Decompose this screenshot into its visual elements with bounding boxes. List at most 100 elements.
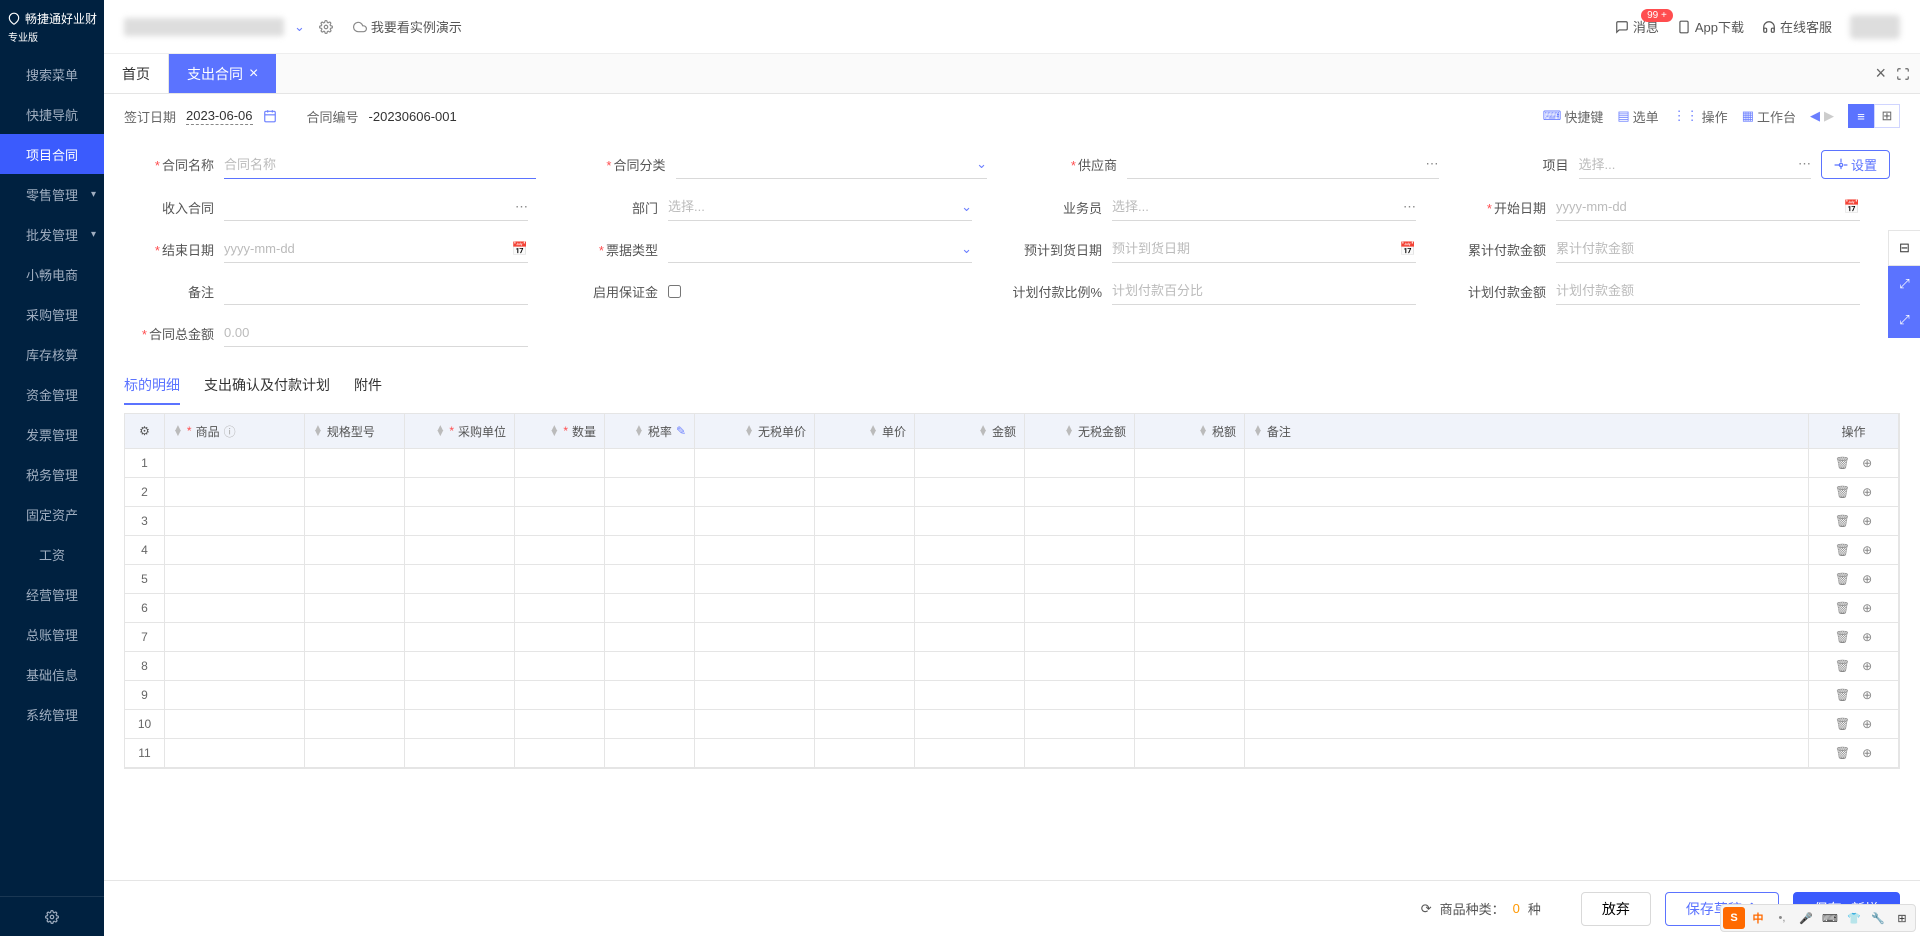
ime-mic[interactable]: 🎤 (1795, 907, 1817, 929)
copy-icon[interactable]: ⊕ (1862, 746, 1872, 760)
tab-contract[interactable]: 支出合同 × (169, 54, 276, 93)
ime-punct[interactable]: •, (1771, 907, 1793, 929)
table-row[interactable]: 9🗑⊕ (125, 681, 1899, 710)
sidebar-item-1[interactable]: 快捷导航 (0, 94, 104, 134)
table-row[interactable]: 1🗑⊕ (125, 449, 1899, 478)
sidebar-item-13[interactable]: 经营管理 (0, 574, 104, 614)
supplier-input[interactable] (1127, 157, 1439, 172)
sidebar-item-2[interactable]: 项目合同 (0, 134, 104, 174)
sidebar-item-4[interactable]: 批发管理▾ (0, 214, 104, 254)
app-download-button[interactable]: App下载 (1677, 17, 1744, 36)
view-grid-button[interactable]: ⊞ (1874, 104, 1900, 128)
demo-link[interactable]: 我要看实例演示 (353, 17, 462, 36)
table-row[interactable]: 4🗑⊕ (125, 536, 1899, 565)
delete-icon[interactable]: 🗑 (1835, 630, 1850, 644)
end-date-input[interactable] (224, 241, 528, 256)
copy-icon[interactable]: ⊕ (1862, 485, 1872, 499)
start-date-input[interactable] (1556, 199, 1860, 214)
table-row[interactable]: 11🗑⊕ (125, 739, 1899, 768)
income-contract-input[interactable] (224, 199, 528, 214)
sidebar-item-3[interactable]: 零售管理▾ (0, 174, 104, 214)
org-selector[interactable]: ⌄ (124, 18, 305, 36)
sidebar-item-9[interactable]: 发票管理 (0, 414, 104, 454)
plan-pay-pct-input[interactable] (1112, 283, 1416, 298)
calendar-icon[interactable]: 📅 (512, 241, 528, 257)
table-row[interactable]: 6🗑⊕ (125, 594, 1899, 623)
ime-tool[interactable]: 🔧 (1867, 907, 1889, 929)
delete-icon[interactable]: 🗑 (1835, 659, 1850, 673)
sidebar-item-12[interactable]: 工资 (0, 534, 104, 574)
copy-icon[interactable]: ⊕ (1862, 717, 1872, 731)
copy-icon[interactable]: ⊕ (1862, 601, 1872, 615)
table-row[interactable]: 5🗑⊕ (125, 565, 1899, 594)
calendar-icon[interactable]: 📅 (1844, 199, 1860, 215)
messages-button[interactable]: 消息 99 + (1615, 17, 1659, 36)
delete-icon[interactable]: 🗑 (1835, 688, 1850, 702)
chevron-down-icon[interactable]: ⌄ (976, 156, 987, 172)
table-row[interactable]: 10🗑⊕ (125, 710, 1899, 739)
expect-arrival-input[interactable] (1112, 241, 1416, 256)
table-row[interactable]: 3🗑⊕ (125, 507, 1899, 536)
refresh-icon[interactable]: ⟳ (1421, 901, 1432, 917)
sidebar-item-7[interactable]: 库存核算 (0, 334, 104, 374)
sidebar-item-5[interactable]: 小畅电商 (0, 254, 104, 294)
close-all-icon[interactable]: × (1875, 63, 1886, 84)
ime-logo[interactable]: S (1723, 907, 1745, 929)
dept-input[interactable] (668, 199, 972, 214)
delete-icon[interactable]: 🗑 (1835, 514, 1850, 528)
next-button[interactable]: ▶ (1824, 108, 1834, 124)
table-row[interactable]: 8🗑⊕ (125, 652, 1899, 681)
chevron-down-icon[interactable]: ⌄ (961, 199, 972, 215)
discard-button[interactable]: 放弃 (1581, 892, 1651, 926)
plan-pay-amt-input[interactable] (1556, 283, 1860, 298)
gear-icon[interactable] (319, 20, 333, 34)
sidebar-item-6[interactable]: 采购管理 (0, 294, 104, 334)
ime-skin[interactable]: 👕 (1843, 907, 1865, 929)
view-list-button[interactable]: ≡ (1848, 104, 1874, 128)
user-avatar[interactable] (1850, 15, 1900, 39)
copy-icon[interactable]: ⊕ (1862, 514, 1872, 528)
more-icon[interactable]: ⋯ (1403, 199, 1416, 215)
prev-button[interactable]: ◀ (1810, 108, 1820, 124)
chevron-down-icon[interactable]: ⌄ (961, 241, 972, 257)
ime-grid[interactable]: ⊞ (1891, 907, 1913, 929)
calendar-icon[interactable]: 📅 (1400, 241, 1416, 257)
sign-date-value[interactable]: 2023-06-06 (186, 108, 253, 125)
copy-icon[interactable]: ⊕ (1862, 456, 1872, 470)
subtab-items[interactable]: 标的明细 (124, 367, 180, 405)
delete-icon[interactable]: 🗑 (1835, 543, 1850, 557)
copy-icon[interactable]: ⊕ (1862, 572, 1872, 586)
col-settings[interactable]: ⚙ (125, 414, 165, 448)
settings-button[interactable]: 设置 (1821, 150, 1890, 179)
copy-icon[interactable]: ⊕ (1862, 543, 1872, 557)
copy-icon[interactable]: ⊕ (1862, 630, 1872, 644)
shortcut-button[interactable]: ⌨快捷键 (1543, 107, 1604, 126)
project-input[interactable] (1579, 157, 1811, 172)
service-button[interactable]: 在线客服 (1762, 17, 1832, 36)
subtab-payment[interactable]: 支出确认及付款计划 (204, 367, 330, 405)
more-icon[interactable]: ⋯ (515, 199, 528, 215)
enable-deposit-checkbox[interactable] (668, 285, 681, 298)
sidebar-item-0[interactable]: 搜索菜单 (0, 54, 104, 94)
side-btn-2[interactable]: ⤢ (1888, 266, 1920, 302)
invoice-type-input[interactable] (668, 241, 972, 256)
delete-icon[interactable]: 🗑 (1835, 485, 1850, 499)
delete-icon[interactable]: 🗑 (1835, 601, 1850, 615)
close-icon[interactable]: × (249, 65, 258, 83)
delete-icon[interactable]: 🗑 (1835, 717, 1850, 731)
salesperson-input[interactable] (1112, 199, 1416, 214)
table-row[interactable]: 7🗑⊕ (125, 623, 1899, 652)
sidebar-item-10[interactable]: 税务管理 (0, 454, 104, 494)
contract-total-input[interactable] (224, 325, 528, 340)
contract-cat-input[interactable] (676, 157, 988, 172)
tab-home[interactable]: 首页 (104, 54, 169, 93)
side-btn-3[interactable]: ⤢ (1888, 302, 1920, 338)
sidebar-item-11[interactable]: 固定资产 (0, 494, 104, 534)
subtab-attachment[interactable]: 附件 (354, 367, 382, 405)
workbench-button[interactable]: ▦工作台 (1742, 107, 1796, 126)
delete-icon[interactable]: 🗑 (1835, 456, 1850, 470)
ime-cn[interactable]: 中 (1747, 907, 1769, 929)
paid-total-input[interactable] (1556, 241, 1860, 256)
table-row[interactable]: 2🗑⊕ (125, 478, 1899, 507)
sidebar-item-16[interactable]: 系统管理 (0, 694, 104, 734)
